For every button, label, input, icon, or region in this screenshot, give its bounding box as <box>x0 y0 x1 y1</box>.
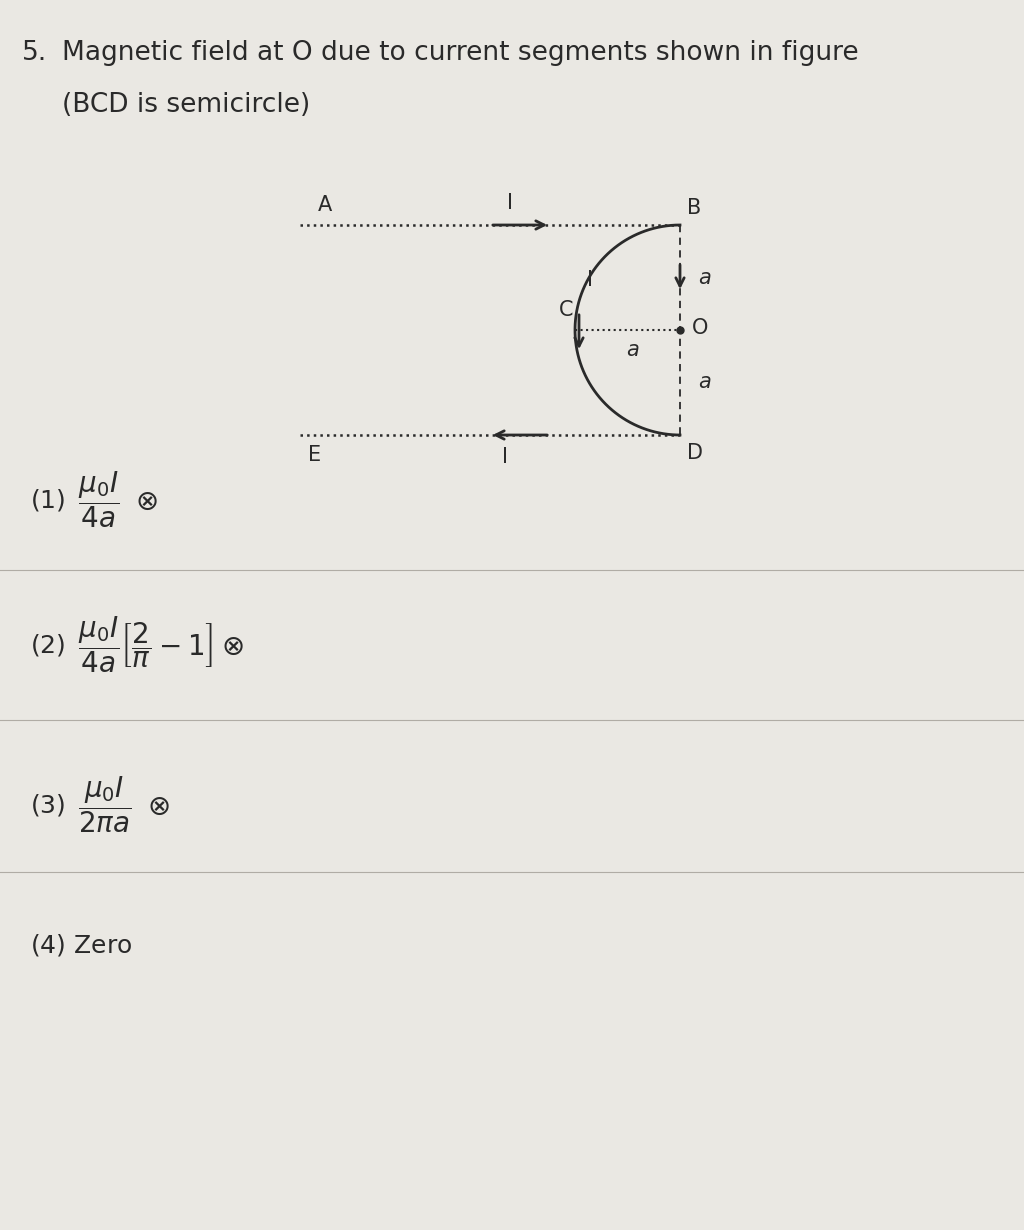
Text: a: a <box>698 373 711 392</box>
Text: B: B <box>687 198 701 218</box>
Text: a: a <box>698 267 711 288</box>
Text: $\dfrac{\mu_0 I}{4a}\ \otimes$: $\dfrac{\mu_0 I}{4a}\ \otimes$ <box>78 470 158 530</box>
Text: $(2)$: $(2)$ <box>30 632 66 658</box>
Text: a: a <box>626 339 639 360</box>
Text: $(3)$: $(3)$ <box>30 792 66 818</box>
Text: (BCD is semicircle): (BCD is semicircle) <box>62 92 310 118</box>
Text: E: E <box>308 445 322 465</box>
Text: 5.: 5. <box>22 41 47 66</box>
Text: $(4)\ \mathrm{Zero}$: $(4)\ \mathrm{Zero}$ <box>30 932 132 958</box>
Text: A: A <box>318 196 332 215</box>
Text: D: D <box>687 443 703 462</box>
Text: I: I <box>502 446 508 467</box>
Text: $(1)$: $(1)$ <box>30 487 66 513</box>
Text: O: O <box>692 319 709 338</box>
Text: $\dfrac{\mu_0 I}{4a}\left[\dfrac{2}{\pi}-1\right]\otimes$: $\dfrac{\mu_0 I}{4a}\left[\dfrac{2}{\pi}… <box>78 615 244 675</box>
Text: C: C <box>558 300 573 320</box>
Text: $\dfrac{\mu_0 I}{2\pi a}\ \otimes$: $\dfrac{\mu_0 I}{2\pi a}\ \otimes$ <box>78 775 170 835</box>
Text: Magnetic field at O due to current segments shown in figure: Magnetic field at O due to current segme… <box>62 41 859 66</box>
Text: I: I <box>587 271 593 290</box>
Text: I: I <box>507 193 513 213</box>
